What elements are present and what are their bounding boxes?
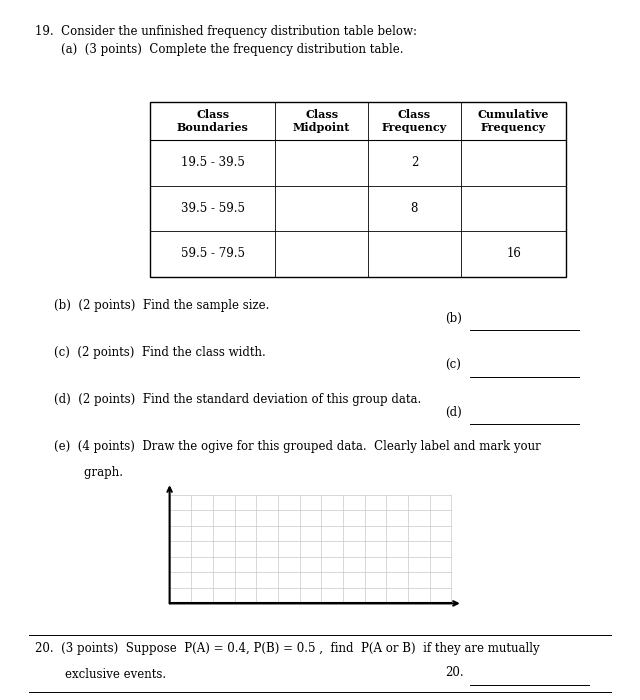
Text: (d)  (2 points)  Find the standard deviation of this group data.: (d) (2 points) Find the standard deviati… bbox=[54, 393, 422, 406]
Text: Cumulative
Frequency: Cumulative Frequency bbox=[478, 109, 549, 133]
Text: 16: 16 bbox=[506, 247, 521, 260]
Text: Class
Midpoint: Class Midpoint bbox=[293, 109, 350, 133]
Text: (e)  (4 points)  Draw the ogive for this grouped data.  Clearly label and mark y: (e) (4 points) Draw the ogive for this g… bbox=[54, 440, 541, 453]
Text: (c): (c) bbox=[445, 358, 461, 372]
Text: (d): (d) bbox=[445, 405, 461, 419]
Text: 19.  Consider the unfinished frequency distribution table below:: 19. Consider the unfinished frequency di… bbox=[35, 25, 417, 38]
Text: (c)  (2 points)  Find the class width.: (c) (2 points) Find the class width. bbox=[54, 346, 266, 359]
Bar bbox=[150, 102, 566, 276]
Text: (b): (b) bbox=[445, 312, 461, 325]
Text: (b)  (2 points)  Find the sample size.: (b) (2 points) Find the sample size. bbox=[54, 299, 270, 312]
Text: 59.5 - 79.5: 59.5 - 79.5 bbox=[181, 247, 245, 260]
Text: 8: 8 bbox=[411, 202, 418, 215]
Text: 20.  (3 points)  Suppose  P(A) = 0.4, P(B) = 0.5 ,  find  P(A or B)  if they are: 20. (3 points) Suppose P(A) = 0.4, P(B) … bbox=[35, 642, 540, 655]
Text: 20.: 20. bbox=[445, 666, 463, 679]
Text: graph.: graph. bbox=[54, 466, 124, 480]
Text: exclusive events.: exclusive events. bbox=[35, 668, 166, 682]
Text: 39.5 - 59.5: 39.5 - 59.5 bbox=[181, 202, 245, 215]
Text: (a)  (3 points)  Complete the frequency distribution table.: (a) (3 points) Complete the frequency di… bbox=[61, 43, 403, 57]
Text: Class
Boundaries: Class Boundaries bbox=[177, 109, 249, 133]
Text: Class
Frequency: Class Frequency bbox=[382, 109, 447, 133]
Text: 2: 2 bbox=[411, 156, 418, 169]
Text: 19.5 - 39.5: 19.5 - 39.5 bbox=[181, 156, 244, 169]
